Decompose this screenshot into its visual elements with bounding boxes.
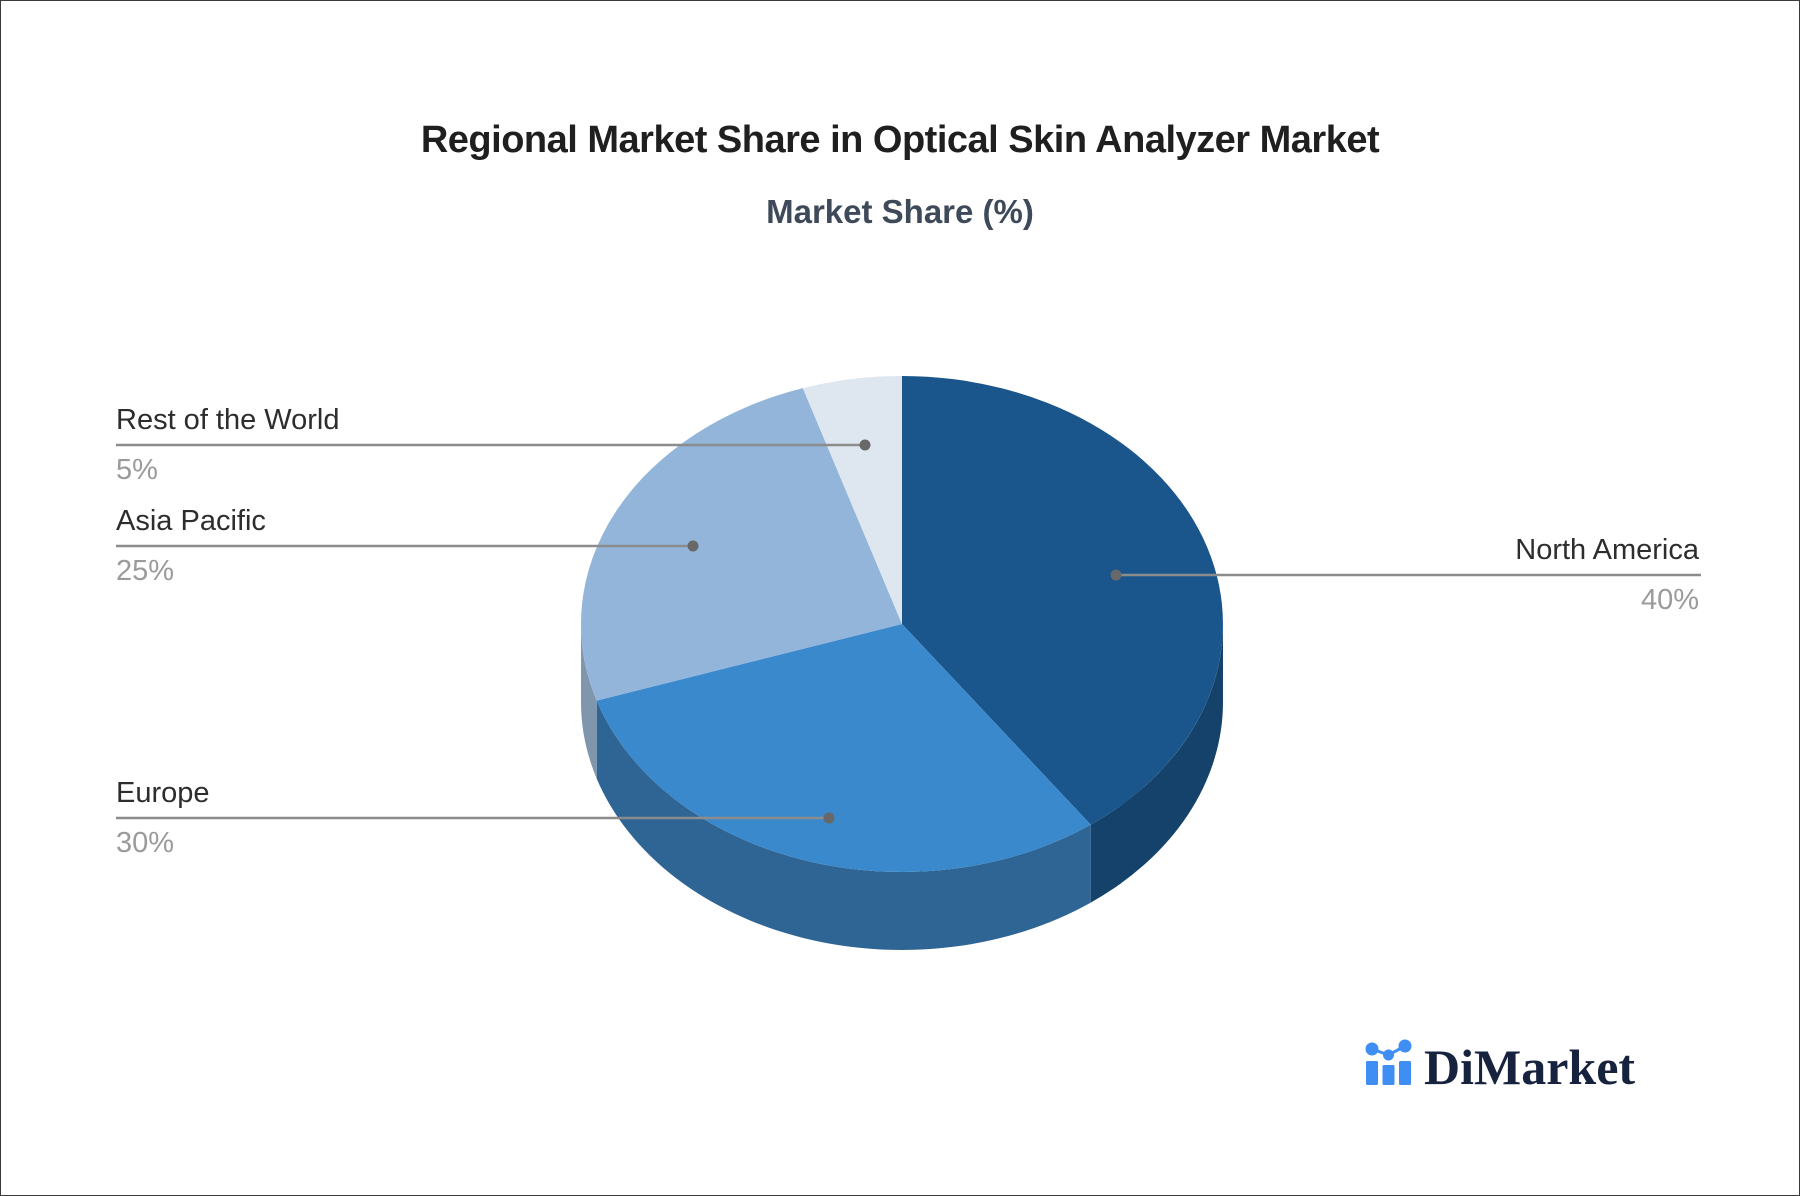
- pie-slice-north-america: [902, 376, 1223, 825]
- brand-logo: DiMarket: [1365, 1039, 1635, 1092]
- slice-label-asia-pacific: Asia Pacific: [116, 505, 266, 537]
- leader-dot-europe: [823, 812, 835, 824]
- logo-dot: [1365, 1042, 1379, 1056]
- logo-bar: [1399, 1061, 1411, 1085]
- bar-line-chart-icon: [1365, 1039, 1412, 1085]
- logo-dot: [1383, 1049, 1394, 1061]
- leader-dot-asia-pacific: [687, 540, 699, 552]
- pie-slice-side-asia-pacific: [581, 624, 597, 779]
- slice-value-north-america: 40%: [1640, 584, 1699, 616]
- chart-title: Regional Market Share in Optical Skin An…: [420, 119, 1380, 161]
- logo-bar: [1366, 1061, 1378, 1085]
- pie-slice-asia-pacific: [580, 388, 902, 701]
- chart-subtitle: Market Share (%): [766, 193, 1034, 230]
- logo-bar: [1382, 1065, 1395, 1085]
- leader-dot-north-america: [1110, 569, 1122, 581]
- slice-label-europe: Europe: [116, 777, 210, 809]
- pie-slice-rest-of-the-world: [802, 375, 902, 624]
- pie-slice-side-europe: [596, 700, 1091, 950]
- slice-value-asia-pacific: 25%: [116, 555, 175, 587]
- pie-slice-side-north-america: [1090, 624, 1223, 903]
- slice-label-rest-of-the-world: Rest of the World: [116, 404, 340, 436]
- slice-value-europe: 30%: [116, 827, 175, 859]
- slice-value-rest-of-the-world: 5%: [116, 454, 158, 486]
- logo-dot: [1398, 1039, 1412, 1053]
- pie-slice-europe: [596, 624, 1091, 872]
- brand-logo-text: DiMarket: [1424, 1039, 1636, 1095]
- slice-label-north-america: North America: [1515, 534, 1699, 566]
- leader-dot-rest-of-the-world: [859, 439, 871, 451]
